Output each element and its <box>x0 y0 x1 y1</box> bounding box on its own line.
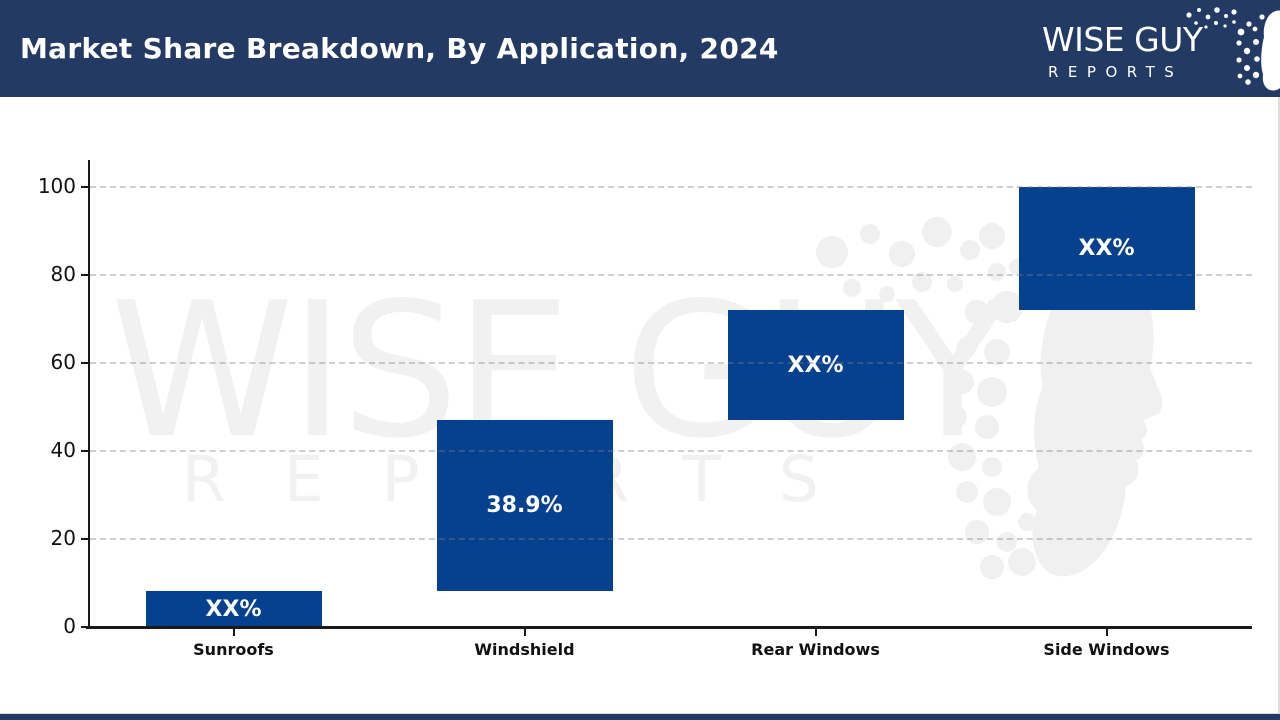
x-category-label-windshield: Windshield <box>474 640 575 659</box>
x-axis-tick-rear-windows <box>814 629 817 636</box>
x-category-label-rear-windows: Rear Windows <box>751 640 880 659</box>
y-axis-tick-20 <box>81 538 88 540</box>
bar-value-label-rear-windows: XX% <box>787 352 844 378</box>
y-axis-tick-60 <box>81 362 88 364</box>
frame-edge-bottom <box>0 713 1280 714</box>
y-tick-label-80: 80 <box>50 262 76 286</box>
frame-edge-right <box>1278 97 1280 714</box>
y-tick-label-60: 60 <box>50 350 76 374</box>
bar-rear-windows: XX% <box>727 310 904 421</box>
y-gridline-80 <box>90 274 1252 276</box>
x-axis-line <box>86 626 1252 629</box>
y-gridline-100 <box>90 186 1252 188</box>
y-tick-label-0: 0 <box>63 614 76 638</box>
x-category-label-sunroofs: Sunroofs <box>193 640 274 659</box>
page-title: Market Share Breakdown, By Application, … <box>20 32 779 65</box>
watermark-dotted-head-icon <box>792 217 1162 579</box>
header-bar: Market Share Breakdown, By Application, … <box>0 0 1280 97</box>
bar-windshield: 38.9% <box>436 420 613 592</box>
y-axis-tick-80 <box>81 274 88 276</box>
y-gridline-60 <box>90 362 1252 364</box>
bar-value-label-sunroofs: XX% <box>205 596 262 622</box>
bar-sunroofs: XX% <box>145 591 322 627</box>
y-tick-label-20: 20 <box>50 526 76 550</box>
y-gridline-40 <box>90 450 1252 452</box>
y-axis-tick-0 <box>81 626 88 628</box>
y-tick-label-40: 40 <box>50 438 76 462</box>
logo-text-wiseguy: WISE GUY <box>1042 20 1204 59</box>
x-axis-tick-side-windows <box>1105 629 1108 636</box>
y-axis-tick-40 <box>81 450 88 452</box>
logo-text-reports: REPORTS <box>1048 63 1183 81</box>
y-tick-label-100: 100 <box>37 174 76 198</box>
footer-bar <box>0 714 1280 720</box>
x-axis-tick-windshield <box>523 629 526 636</box>
y-axis-line <box>88 160 90 629</box>
dotted-head-profile-icon <box>1186 7 1280 91</box>
y-axis-tick-100 <box>81 186 88 188</box>
wiseguy-logo: WISE GUY REPORTS <box>1042 7 1280 91</box>
bar-side-windows: XX% <box>1018 187 1195 311</box>
x-axis-tick-sunroofs <box>232 629 235 636</box>
y-gridline-20 <box>90 538 1252 540</box>
bar-value-label-side-windows: XX% <box>1078 236 1135 262</box>
bar-value-label-windshield: 38.9% <box>486 493 563 519</box>
x-category-label-side-windows: Side Windows <box>1043 640 1170 659</box>
